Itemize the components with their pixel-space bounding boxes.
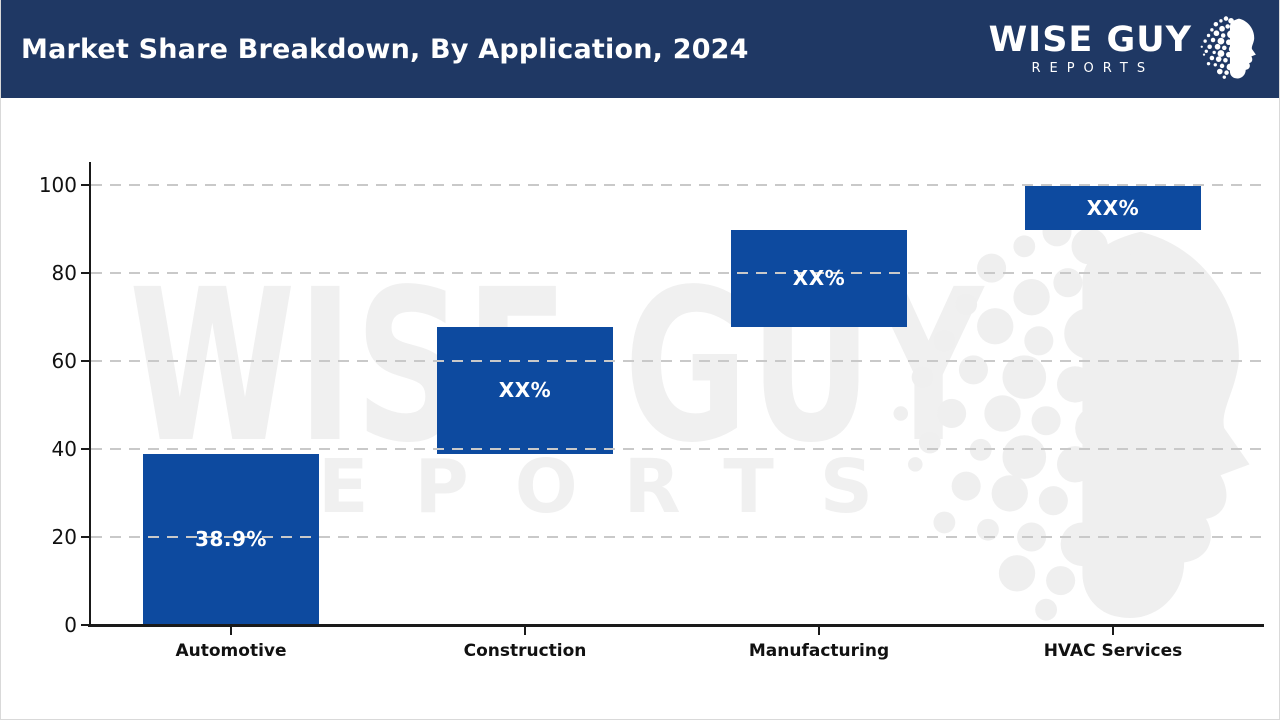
- y-tick-label-100: 100: [38, 173, 77, 197]
- gridline-60: [91, 360, 1264, 362]
- logo-text: WISE GUY REPORTS: [988, 19, 1192, 76]
- y-tick-80: [81, 272, 90, 274]
- bar-value-label-manufacturing: XX%: [792, 266, 846, 290]
- bar-automotive: [143, 454, 319, 625]
- x-tick-construction: [524, 627, 526, 635]
- x-category-label-automotive: Automotive: [175, 641, 287, 661]
- logo-subtext: REPORTS: [1031, 60, 1155, 76]
- x-category-label-hvac-services: HVAC Services: [1043, 641, 1183, 661]
- y-tick-100: [81, 184, 90, 186]
- header-bar: Market Share Breakdown, By Application, …: [1, 0, 1279, 98]
- y-tick-label-60: 60: [51, 349, 77, 373]
- x-axis-line: [88, 624, 1264, 627]
- y-axis-line: [89, 162, 91, 626]
- gridline-100: [91, 184, 1264, 186]
- x-tick-hvac-services: [1112, 627, 1114, 635]
- logo-wordmark: WISE GUY: [988, 19, 1192, 60]
- page-title: Market Share Breakdown, By Application, …: [21, 33, 749, 65]
- bar-value-label-automotive: 38.9%: [195, 527, 267, 551]
- head-profile-icon: [1195, 14, 1257, 84]
- gridline-20: [91, 536, 1264, 538]
- bar-value-label-construction: XX%: [498, 378, 552, 402]
- y-tick-60: [81, 360, 90, 362]
- watermark-subtext: REPORTS: [215, 444, 920, 530]
- gridline-80: [91, 272, 1264, 274]
- x-category-label-construction: Construction: [463, 641, 587, 661]
- y-tick-label-0: 0: [64, 613, 77, 637]
- y-tick-label-20: 20: [51, 525, 77, 549]
- bar-hvac-services: [1025, 186, 1201, 230]
- bar-manufacturing: [731, 230, 907, 327]
- x-tick-automotive: [230, 627, 232, 635]
- y-tick-20: [81, 536, 90, 538]
- y-tick-label-80: 80: [51, 261, 77, 285]
- wiseguy-logo: WISE GUY REPORTS: [989, 14, 1257, 84]
- y-tick-40: [81, 448, 90, 450]
- gridline-40: [91, 448, 1264, 450]
- y-tick-label-40: 40: [51, 437, 77, 461]
- y-tick-0: [81, 624, 90, 626]
- bar-construction: [437, 327, 613, 454]
- bar-value-label-hvac-services: XX%: [1086, 196, 1140, 220]
- x-category-label-manufacturing: Manufacturing: [748, 641, 890, 661]
- watermark-head-icon: [857, 210, 1257, 646]
- x-tick-manufacturing: [818, 627, 820, 635]
